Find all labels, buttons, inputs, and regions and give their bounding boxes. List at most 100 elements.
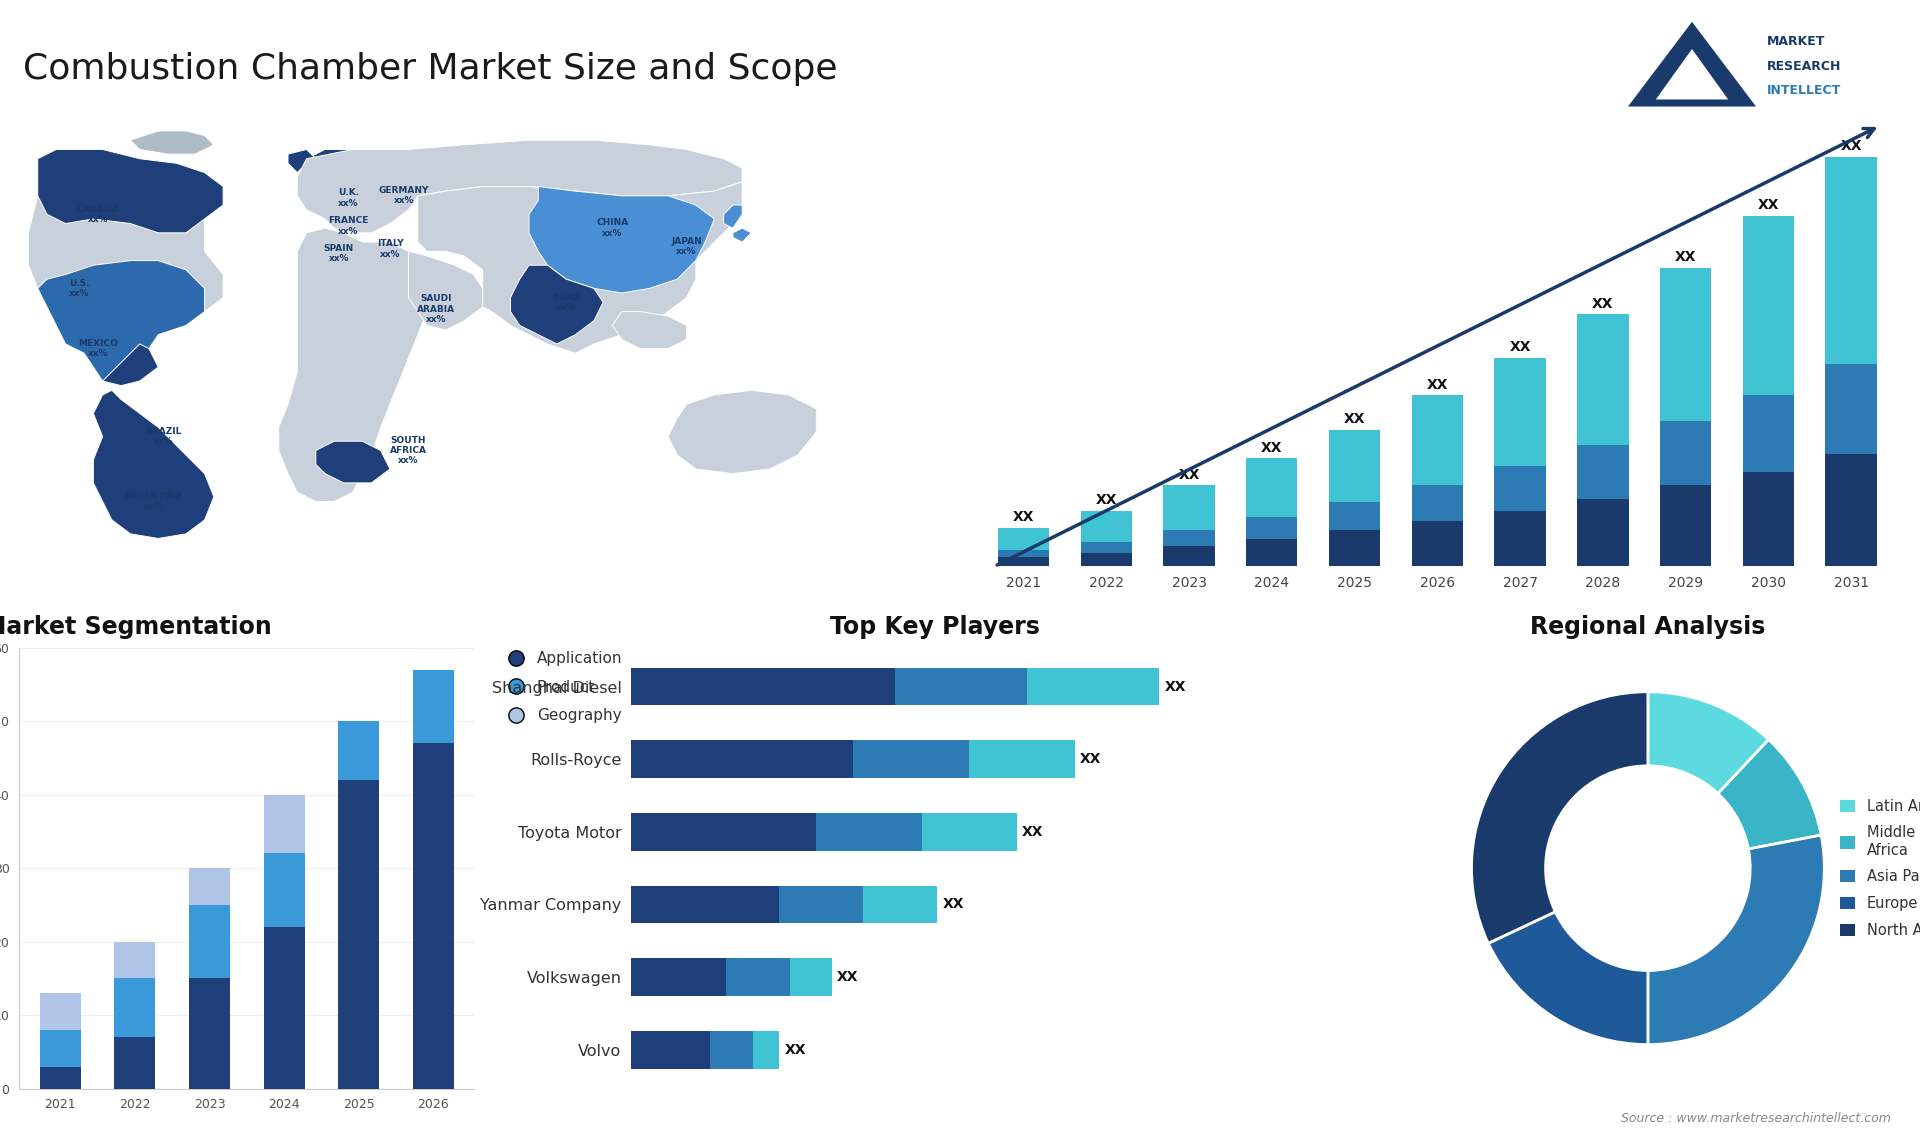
Text: XX: XX: [1841, 140, 1862, 154]
Bar: [115, 979, 156, 1037]
Bar: [338, 721, 378, 780]
Bar: [710, 1031, 753, 1069]
Bar: [998, 550, 1048, 557]
Bar: [632, 813, 816, 850]
Text: ARGENTINA
xx%: ARGENTINA xx%: [125, 492, 182, 511]
Text: XX: XX: [1014, 510, 1035, 524]
Text: U.K.
xx%: U.K. xx%: [338, 188, 359, 207]
Text: XX: XX: [1021, 825, 1043, 839]
Text: INDIA
xx%: INDIA xx%: [551, 292, 580, 312]
Polygon shape: [668, 391, 816, 473]
Polygon shape: [724, 205, 743, 228]
Text: SOUTH
AFRICA
xx%: SOUTH AFRICA xx%: [390, 435, 426, 465]
Text: XX: XX: [1427, 378, 1448, 392]
Polygon shape: [131, 131, 213, 154]
Text: XX: XX: [1261, 441, 1283, 455]
Bar: [852, 740, 970, 778]
Text: XX: XX: [1096, 493, 1117, 507]
Text: Market Segmentation: Market Segmentation: [0, 614, 271, 638]
Wedge shape: [1647, 692, 1768, 793]
Bar: [1164, 485, 1215, 531]
Bar: [998, 557, 1048, 566]
Bar: [1494, 510, 1546, 566]
Bar: [1246, 540, 1298, 566]
Bar: [188, 979, 230, 1089]
Bar: [1743, 215, 1793, 395]
Bar: [40, 1030, 81, 1067]
Title: Top Key Players: Top Key Players: [829, 614, 1039, 638]
Wedge shape: [1647, 835, 1824, 1045]
Bar: [864, 886, 937, 924]
Bar: [1411, 485, 1463, 521]
Text: MEXICO
xx%: MEXICO xx%: [79, 339, 117, 359]
Bar: [922, 813, 1016, 850]
Bar: [1576, 314, 1628, 445]
Text: U.S.
xx%: U.S. xx%: [69, 278, 90, 298]
Bar: [263, 854, 305, 927]
Text: XX: XX: [1757, 198, 1780, 212]
Text: JAPAN
xx%: JAPAN xx%: [672, 237, 703, 257]
Bar: [1743, 395, 1793, 472]
Polygon shape: [38, 149, 223, 233]
Text: XX: XX: [1592, 297, 1613, 311]
Bar: [263, 927, 305, 1089]
Bar: [413, 744, 453, 1089]
Polygon shape: [38, 260, 205, 386]
Polygon shape: [419, 182, 743, 353]
Text: Combustion Chamber Market Size and Scope: Combustion Chamber Market Size and Scope: [23, 52, 837, 86]
Text: GERMANY
xx%: GERMANY xx%: [378, 186, 428, 205]
Polygon shape: [29, 149, 223, 386]
Polygon shape: [288, 149, 315, 173]
Text: XX: XX: [1079, 752, 1102, 767]
Text: RESEARCH: RESEARCH: [1766, 60, 1841, 72]
Bar: [632, 1031, 710, 1069]
Bar: [1164, 531, 1215, 547]
Bar: [338, 780, 378, 1089]
Bar: [1081, 552, 1133, 566]
Text: XX: XX: [943, 897, 964, 911]
Polygon shape: [511, 265, 603, 344]
Bar: [1329, 430, 1380, 502]
Text: FRANCE
xx%: FRANCE xx%: [328, 217, 369, 236]
Text: XX: XX: [1164, 680, 1187, 693]
Bar: [1826, 364, 1876, 454]
Bar: [1661, 485, 1711, 566]
Bar: [115, 1037, 156, 1089]
Polygon shape: [1628, 22, 1757, 107]
Polygon shape: [298, 149, 426, 233]
Bar: [1826, 157, 1876, 364]
Bar: [726, 958, 789, 996]
Bar: [895, 668, 1027, 706]
Text: XX: XX: [1674, 250, 1697, 264]
Bar: [188, 905, 230, 979]
Polygon shape: [733, 228, 751, 242]
Bar: [188, 869, 230, 905]
Bar: [40, 994, 81, 1030]
Bar: [1826, 454, 1876, 566]
Legend: Latin America, Middle East &
Africa, Asia Pacific, Europe, North America: Latin America, Middle East & Africa, Asi…: [1841, 799, 1920, 937]
Bar: [1164, 547, 1215, 566]
Text: MARKET: MARKET: [1766, 36, 1826, 48]
Bar: [1027, 668, 1160, 706]
Text: CANADA
xx%: CANADA xx%: [77, 205, 119, 223]
Bar: [40, 1067, 81, 1089]
Legend: Application, Product, Geography: Application, Product, Geography: [501, 651, 622, 723]
Bar: [632, 886, 780, 924]
Bar: [632, 740, 852, 778]
Bar: [1246, 458, 1298, 517]
Text: XX: XX: [1179, 468, 1200, 481]
Bar: [1576, 445, 1628, 499]
Wedge shape: [1718, 739, 1822, 849]
Bar: [1411, 521, 1463, 566]
Bar: [780, 886, 864, 924]
Bar: [1329, 531, 1380, 566]
Polygon shape: [94, 391, 213, 539]
Bar: [1743, 472, 1793, 566]
Bar: [632, 668, 895, 706]
Bar: [1494, 358, 1546, 465]
Text: XX: XX: [1509, 340, 1530, 354]
Bar: [413, 669, 453, 744]
Polygon shape: [102, 344, 157, 386]
Text: INTELLECT: INTELLECT: [1766, 84, 1841, 97]
Wedge shape: [1488, 912, 1647, 1045]
